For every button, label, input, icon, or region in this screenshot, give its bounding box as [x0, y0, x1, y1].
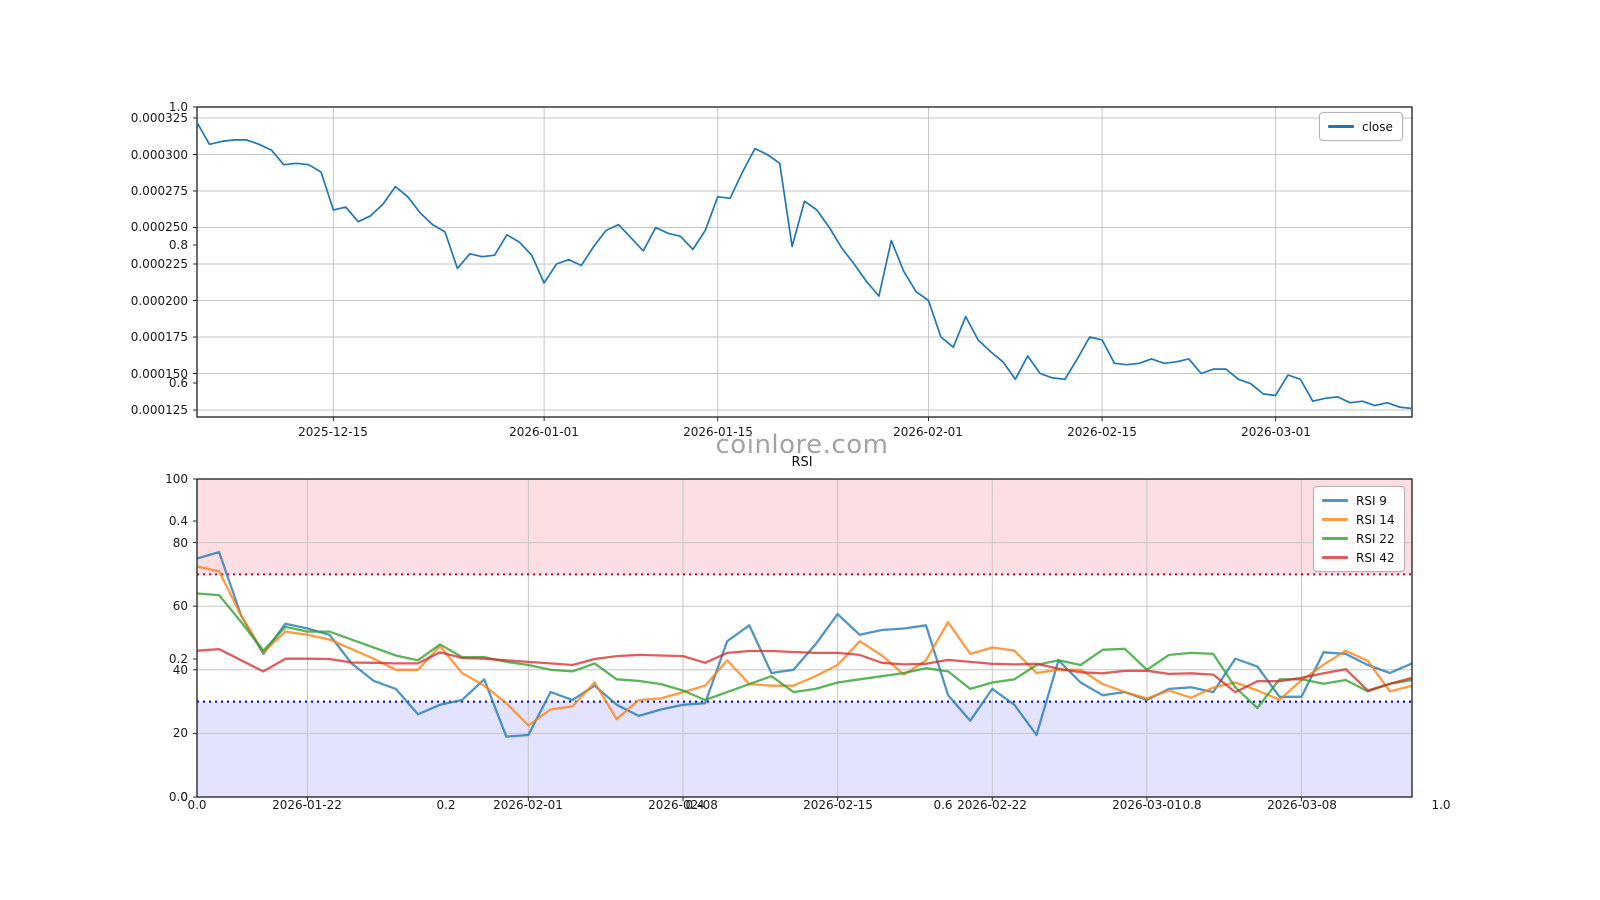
- rsi-x-tick-label: 2026-02-22: [957, 798, 1027, 812]
- figure-y-tick-label: 0.4: [168, 514, 188, 528]
- figure-x-tick-label: 1.0: [1431, 798, 1451, 812]
- rsi-y-tick-label: 20: [172, 726, 188, 740]
- figure-x-tick-label: 0.8: [1182, 798, 1202, 812]
- rsi-x-tick-label: 2026-02-01: [493, 798, 563, 812]
- price-x-tick-label: 2026-03-01: [1241, 425, 1311, 439]
- legend-label-rsi-22: RSI 22: [1356, 531, 1395, 546]
- rsi-42-line-swatch: [1322, 556, 1348, 559]
- price-y-tick-label: 0.000150: [130, 367, 188, 381]
- legend-item-rsi-42: RSI 42: [1322, 548, 1395, 567]
- price-x-tick-label: 2026-02-15: [1067, 425, 1137, 439]
- price-y-tick-label: 0.000125: [130, 403, 188, 417]
- price-x-tick-label: 2026-02-01: [893, 425, 963, 439]
- figure-y-tick-label: 0.0: [168, 790, 188, 804]
- rsi-y-tick-label: 80: [172, 536, 188, 550]
- rsi-axes-border: [196, 478, 1413, 798]
- figure-x-tick-label: 0.2: [436, 798, 456, 812]
- rsi-y-tick-label: 40: [172, 663, 188, 677]
- legend-label-close: close: [1362, 119, 1393, 134]
- price-x-tick-label: 2026-01-15: [683, 425, 753, 439]
- price-y-tick-label: 0.000275: [130, 184, 188, 198]
- rsi-title: RSI: [791, 455, 813, 470]
- legend-label-rsi-42: RSI 42: [1356, 550, 1395, 565]
- close-line-swatch: [1328, 125, 1354, 128]
- legend-label-rsi-9: RSI 9: [1356, 493, 1387, 508]
- price-y-tick-label: 0.000250: [130, 220, 188, 234]
- rsi-x-tick-label: 2026-03-08: [1267, 798, 1337, 812]
- rsi-line-3: [196, 592, 1413, 710]
- rsi-14-line-swatch: [1322, 518, 1348, 521]
- watermark: coinlore.com: [715, 430, 889, 460]
- price-x-tick-label: 2025-12-15: [298, 425, 368, 439]
- close-line: [196, 121, 1413, 410]
- rsi-line-4: [196, 647, 1413, 694]
- legend-item-rsi-22: RSI 22: [1322, 529, 1395, 548]
- rsi-y-tick-label: 60: [172, 599, 188, 613]
- price-y-tick-label: 0.000325: [130, 111, 188, 125]
- legend-label-rsi-14: RSI 14: [1356, 512, 1395, 527]
- figure-y-tick-label: 0.2: [168, 652, 188, 666]
- rsi-line-2: [196, 565, 1413, 727]
- rsi-line-1: [196, 550, 1413, 738]
- figure-x-tick-label: 0.0: [187, 798, 207, 812]
- overbought-band: [197, 479, 1412, 575]
- price-y-tick-label: 0.000200: [130, 294, 188, 308]
- legend-item-rsi-14: RSI 14: [1322, 510, 1395, 529]
- rsi-legend: RSI 9 RSI 14 RSI 22 RSI 42: [1313, 486, 1405, 572]
- rsi-9-line-swatch: [1322, 499, 1348, 502]
- rsi-x-tick-label: 2026-03-01: [1112, 798, 1182, 812]
- price-y-tick-label: 0.000300: [130, 148, 188, 162]
- price-y-tick-label: 0.000175: [130, 330, 188, 344]
- price-axes-border: [196, 106, 1413, 418]
- rsi-x-tick-label: 2026-02-08: [648, 798, 718, 812]
- figure-y-tick-label: 1.0: [168, 100, 188, 114]
- rsi-x-tick-label: 2026-02-15: [803, 798, 873, 812]
- figure-y-tick-label: 0.6: [168, 376, 188, 390]
- legend-item-rsi-9: RSI 9: [1322, 491, 1395, 510]
- price-x-tick-label: 2026-01-01: [509, 425, 579, 439]
- figure-x-tick-label: 0.6: [933, 798, 953, 812]
- figure-x-tick-label: 0.4: [685, 798, 705, 812]
- rsi-x-tick-label: 2026-01-22: [272, 798, 342, 812]
- oversold-band: [197, 701, 1412, 797]
- price-y-tick-label: 0.000225: [130, 257, 188, 271]
- legend-item-close: close: [1328, 117, 1393, 136]
- rsi-y-tick-label: 100: [165, 472, 188, 486]
- rsi-y-tick-label: 0: [180, 790, 188, 804]
- figure-y-tick-label: 0.8: [168, 238, 188, 252]
- price-legend: close: [1319, 112, 1403, 141]
- rsi-22-line-swatch: [1322, 537, 1348, 540]
